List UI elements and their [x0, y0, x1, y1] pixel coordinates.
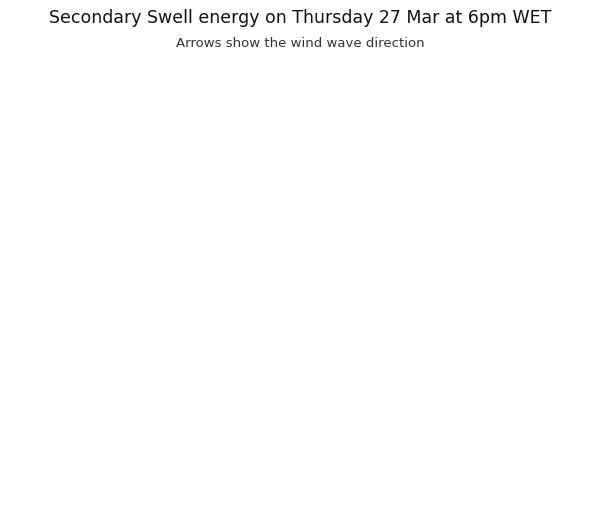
Text: Secondary Swell energy on Thursday 27 Mar at 6pm WET: Secondary Swell energy on Thursday 27 Ma… — [49, 9, 552, 27]
Text: Arrows show the wind wave direction: Arrows show the wind wave direction — [176, 37, 425, 50]
